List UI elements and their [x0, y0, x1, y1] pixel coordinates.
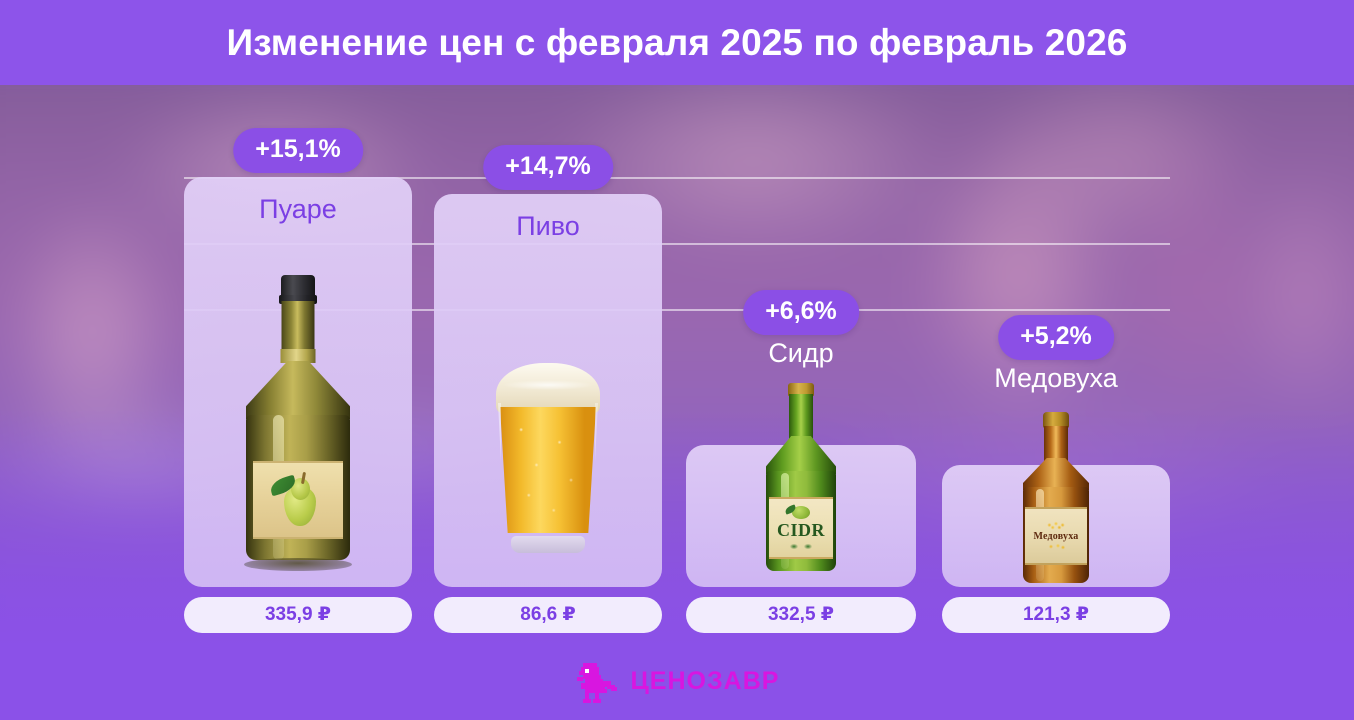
pear-cider-bottle-icon	[231, 275, 365, 571]
page-title: Изменение цен с февраля 2025 по февраль …	[226, 21, 1128, 63]
cider-bottle-label: CIDR	[776, 519, 825, 540]
badge-medovuha: +5,2%	[998, 315, 1114, 360]
bar-label-sidr: Сидр	[768, 338, 834, 368]
mead-bottle-icon: Медовуха	[1016, 412, 1096, 588]
bar-label-pivo: Пиво	[516, 211, 580, 241]
badge-pivo: +14,7%	[483, 145, 613, 190]
bar-puare[interactable]: Пуаре	[184, 177, 412, 587]
bar-label-medovuha: Медовуха	[994, 363, 1118, 393]
logo-text: ЦЕНОЗАВР	[630, 667, 780, 695]
footer-logo-bar: ЦЕНОЗАВР	[0, 643, 1354, 720]
price-pill-medovuha: 121,3 ₽	[942, 597, 1170, 633]
badge-puare: +15,1%	[233, 128, 363, 173]
price-pill-puare: 335,9 ₽	[184, 597, 412, 633]
cider-bottle-icon: CIDR	[757, 383, 845, 575]
header-bar: Изменение цен с февраля 2025 по февраль …	[0, 0, 1354, 85]
bar-label-puare: Пуаре	[259, 194, 337, 224]
beer-glass-icon	[496, 363, 600, 553]
bar-pivo[interactable]: Пиво	[434, 194, 662, 587]
dinosaur-icon	[576, 662, 617, 703]
bar-sidr[interactable]: CIDR	[686, 383, 916, 587]
mead-bottle-label: Медовуха	[1033, 531, 1079, 542]
badge-sidr: +6,6%	[743, 290, 859, 335]
price-pill-pivo: 86,6 ₽	[434, 597, 662, 633]
bar-medovuha[interactable]: Медовуха	[942, 412, 1170, 587]
price-pill-sidr: 332,5 ₽	[686, 597, 916, 633]
